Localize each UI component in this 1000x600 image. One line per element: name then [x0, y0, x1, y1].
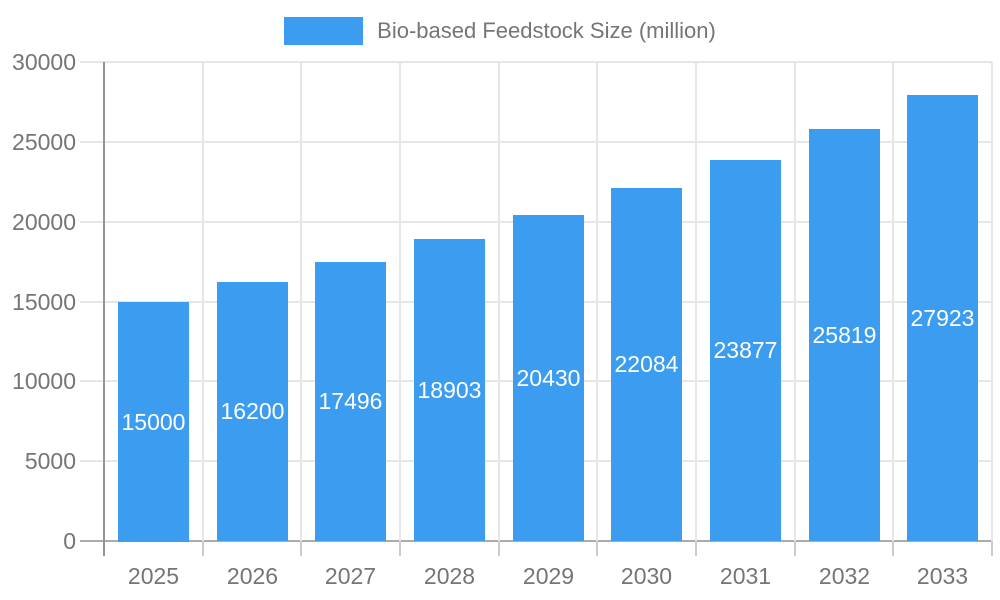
legend-label: Bio-based Feedstock Size (million) — [377, 18, 716, 43]
bar[interactable]: 17496 — [315, 262, 386, 541]
x-tickmark — [300, 541, 302, 556]
bar-value-label: 23877 — [713, 337, 778, 363]
bar-value-label: 17496 — [318, 388, 383, 414]
x-tick-label: 2033 — [916, 563, 969, 589]
y-tick-label: 20000 — [12, 209, 76, 235]
y-tick-label: 0 — [63, 528, 76, 554]
bar-value-label: 15000 — [121, 408, 186, 435]
bar[interactable]: 16200 — [217, 282, 288, 541]
x-tickmark — [695, 541, 697, 556]
legend-item[interactable]: Bio-based Feedstock Size (million) — [284, 17, 716, 45]
x-tick-label: 2027 — [324, 563, 377, 589]
bar-value-label: 20430 — [516, 364, 581, 391]
x-tick-label: 2032 — [818, 563, 871, 589]
x-tick-label: 2025 — [127, 563, 180, 589]
x-tickmark — [892, 541, 894, 556]
bar[interactable]: 18903 — [414, 239, 485, 541]
bar[interactable]: 27923 — [907, 95, 978, 541]
x-tickmark — [991, 541, 993, 556]
x-tick-label: 2031 — [719, 563, 772, 589]
x-tick-label: 2029 — [522, 563, 575, 589]
bar-value-label: 18903 — [417, 376, 482, 403]
bar[interactable]: 23877 — [710, 160, 781, 541]
v-gridline — [300, 62, 302, 541]
x-tick-label: 2030 — [620, 563, 673, 589]
v-gridline — [596, 62, 598, 541]
y-axis-line — [103, 62, 105, 556]
y-tick-label: 10000 — [12, 368, 76, 394]
v-gridline — [991, 62, 993, 541]
bar-value-label: 22084 — [614, 351, 679, 377]
x-tick-label: 2026 — [226, 563, 279, 589]
legend: Bio-based Feedstock Size (million) — [0, 17, 1000, 45]
bar-value-label: 16200 — [220, 398, 285, 424]
y-tick-label: 25000 — [12, 129, 76, 155]
x-tick-label: 2028 — [423, 563, 476, 589]
x-tickmark — [794, 541, 796, 556]
v-gridline — [399, 62, 401, 541]
h-gridline — [80, 61, 992, 63]
bar[interactable]: 22084 — [611, 188, 682, 541]
bar-value-label: 27923 — [910, 304, 975, 331]
h-gridline — [80, 141, 992, 143]
x-tickmark — [202, 541, 204, 556]
bar[interactable]: 20430 — [513, 215, 584, 541]
y-tick-label: 30000 — [12, 49, 76, 75]
x-tickmark — [596, 541, 598, 556]
y-tick-label: 5000 — [24, 448, 76, 474]
y-tick-label: 15000 — [12, 289, 76, 315]
v-gridline — [498, 62, 500, 541]
x-tickmark — [498, 541, 500, 556]
legend-swatch-icon — [284, 17, 364, 45]
x-tickmark — [399, 541, 401, 556]
bar[interactable]: 25819 — [809, 129, 880, 541]
v-gridline — [892, 62, 894, 541]
v-gridline — [202, 62, 204, 541]
x-axis-line — [80, 540, 992, 542]
v-gridline — [794, 62, 796, 541]
bar[interactable]: 15000 — [118, 302, 189, 542]
bar-value-label: 25819 — [812, 321, 877, 348]
v-gridline — [695, 62, 697, 541]
